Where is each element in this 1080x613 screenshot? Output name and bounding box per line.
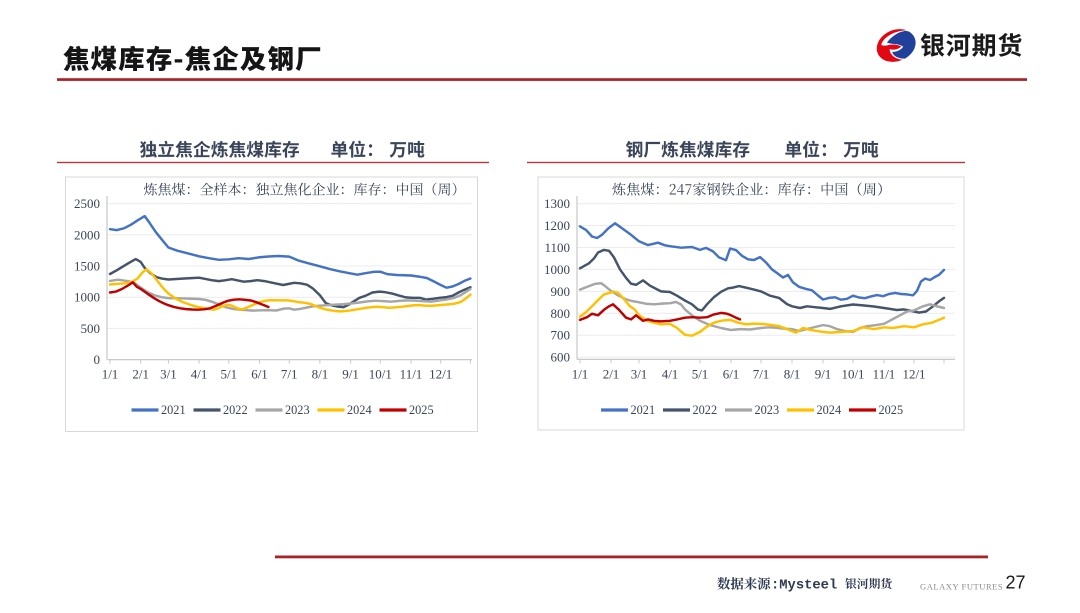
svg-text:2/1: 2/1 — [132, 367, 149, 382]
svg-text:1100: 1100 — [544, 240, 570, 255]
svg-text:500: 500 — [81, 321, 101, 336]
svg-text:4/1: 4/1 — [191, 367, 208, 382]
svg-text:2023: 2023 — [285, 403, 310, 417]
svg-text:1000: 1000 — [74, 290, 100, 305]
svg-text:2000: 2000 — [74, 227, 100, 242]
svg-text:5/1: 5/1 — [220, 367, 237, 382]
svg-text:800: 800 — [551, 306, 571, 321]
svg-text:6/1: 6/1 — [251, 367, 268, 382]
svg-text:2025: 2025 — [409, 403, 434, 417]
svg-text:1300: 1300 — [544, 196, 570, 211]
svg-text:11/1: 11/1 — [400, 367, 423, 382]
svg-text:1000: 1000 — [544, 262, 570, 277]
svg-text:10/1: 10/1 — [841, 367, 864, 382]
svg-text:GALAXY FUTURES: GALAXY FUTURES — [920, 582, 1003, 592]
svg-text:2024: 2024 — [347, 403, 372, 417]
svg-text:4/1: 4/1 — [662, 367, 679, 382]
svg-text:900: 900 — [551, 284, 571, 299]
svg-text:9/1: 9/1 — [342, 367, 359, 382]
svg-text:5/1: 5/1 — [692, 367, 709, 382]
svg-text:2023: 2023 — [755, 403, 780, 417]
svg-text:3/1: 3/1 — [631, 367, 648, 382]
svg-text:600: 600 — [551, 350, 571, 365]
svg-text:1200: 1200 — [544, 218, 570, 233]
svg-text:10/1: 10/1 — [369, 367, 392, 382]
svg-text:2022: 2022 — [693, 403, 718, 417]
svg-text:6/1: 6/1 — [723, 367, 740, 382]
svg-text:7/1: 7/1 — [753, 367, 770, 382]
svg-text:1500: 1500 — [74, 259, 100, 274]
svg-text:0: 0 — [94, 352, 101, 367]
svg-text:2021: 2021 — [631, 403, 656, 417]
svg-text:2024: 2024 — [817, 403, 842, 417]
svg-text:2/1: 2/1 — [603, 367, 620, 382]
svg-text:8/1: 8/1 — [312, 367, 329, 382]
svg-text:3/1: 3/1 — [160, 367, 177, 382]
svg-text:9/1: 9/1 — [815, 367, 832, 382]
svg-text:2025: 2025 — [879, 403, 904, 417]
svg-text:12/1: 12/1 — [902, 367, 925, 382]
svg-text:12/1: 12/1 — [429, 367, 452, 382]
svg-text:1/1: 1/1 — [572, 367, 589, 382]
svg-text::Mysteel: :Mysteel — [771, 578, 837, 594]
svg-text:700: 700 — [551, 328, 571, 343]
svg-text:1/1: 1/1 — [102, 367, 119, 382]
svg-text:8/1: 8/1 — [784, 367, 801, 382]
svg-text:2021: 2021 — [161, 403, 186, 417]
svg-text:11/1: 11/1 — [873, 367, 896, 382]
svg-text:7/1: 7/1 — [281, 367, 298, 382]
svg-text:2022: 2022 — [223, 403, 248, 417]
svg-text:2500: 2500 — [74, 196, 100, 211]
svg-text:27: 27 — [1006, 573, 1026, 593]
